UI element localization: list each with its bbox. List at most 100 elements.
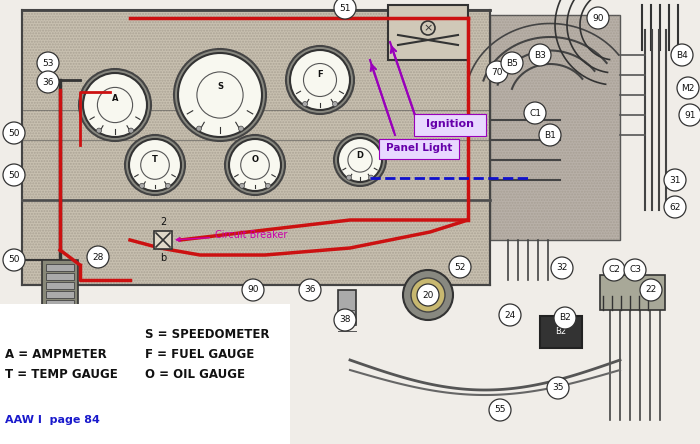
Circle shape (640, 279, 662, 301)
Text: 50: 50 (8, 255, 20, 265)
Text: A = AMPMETER: A = AMPMETER (5, 349, 106, 361)
Bar (600, 275, 665, 310)
Circle shape (603, 259, 625, 281)
Circle shape (671, 44, 693, 66)
Text: B3: B3 (534, 51, 546, 59)
Circle shape (83, 73, 147, 137)
Text: ×: × (424, 23, 433, 33)
Text: 2: 2 (160, 217, 166, 227)
Text: 62: 62 (669, 202, 680, 211)
Text: F: F (317, 70, 323, 79)
Text: C1: C1 (529, 108, 541, 118)
Bar (46, 273, 74, 280)
Text: T: T (152, 155, 158, 164)
Circle shape (37, 52, 59, 74)
Text: 51: 51 (340, 4, 351, 12)
Text: B2: B2 (559, 313, 571, 322)
Circle shape (539, 124, 561, 146)
Circle shape (229, 139, 281, 191)
Circle shape (174, 49, 266, 141)
Bar (46, 282, 74, 289)
FancyBboxPatch shape (379, 139, 459, 159)
Circle shape (129, 139, 181, 191)
Circle shape (547, 377, 569, 399)
Text: 52: 52 (454, 262, 466, 271)
Circle shape (529, 44, 551, 66)
Text: 70: 70 (491, 67, 503, 76)
Circle shape (334, 134, 386, 186)
Bar (42, 260, 78, 315)
Text: 50: 50 (8, 128, 20, 138)
Circle shape (664, 196, 686, 218)
Text: O = OIL GAUGE: O = OIL GAUGE (145, 369, 245, 381)
Text: 50: 50 (8, 170, 20, 179)
Bar (0, 304, 290, 444)
Circle shape (501, 52, 523, 74)
Text: 36: 36 (304, 285, 316, 294)
Circle shape (286, 46, 354, 114)
Circle shape (421, 21, 435, 35)
Text: b: b (160, 253, 166, 263)
Circle shape (677, 77, 699, 99)
Text: 35: 35 (552, 384, 564, 392)
Circle shape (37, 71, 59, 93)
Polygon shape (490, 15, 620, 240)
Bar (338, 290, 356, 325)
Text: Ignition: Ignition (426, 119, 474, 129)
Circle shape (551, 257, 573, 279)
Circle shape (524, 102, 546, 124)
Text: 28: 28 (92, 253, 104, 262)
Circle shape (125, 135, 185, 195)
Circle shape (87, 246, 109, 268)
Text: B1: B1 (544, 131, 556, 139)
Text: 90: 90 (247, 285, 259, 294)
Bar (154, 231, 172, 249)
Circle shape (3, 249, 25, 271)
Text: D: D (356, 151, 363, 160)
Circle shape (664, 169, 686, 191)
Text: Circuit Breaker: Circuit Breaker (176, 230, 288, 242)
Circle shape (225, 135, 285, 195)
Text: 20: 20 (422, 290, 434, 300)
Text: B2: B2 (555, 328, 566, 337)
Bar (540, 316, 582, 348)
Text: 24: 24 (505, 310, 516, 320)
Circle shape (79, 69, 151, 141)
Text: T = TEMP GAUGE: T = TEMP GAUGE (5, 369, 118, 381)
Bar (46, 264, 74, 271)
Circle shape (197, 126, 202, 131)
Circle shape (139, 183, 144, 188)
Text: Panel Light: Panel Light (386, 143, 452, 153)
Circle shape (165, 183, 171, 188)
Circle shape (239, 183, 244, 188)
Circle shape (332, 102, 337, 107)
Text: 90: 90 (592, 13, 603, 23)
Text: B4: B4 (676, 51, 688, 59)
Circle shape (97, 128, 102, 133)
Circle shape (290, 50, 350, 110)
Text: 53: 53 (42, 59, 54, 67)
FancyBboxPatch shape (414, 114, 486, 136)
Circle shape (334, 309, 356, 331)
Circle shape (411, 278, 445, 312)
Circle shape (265, 183, 270, 188)
Circle shape (417, 284, 439, 306)
Bar (388, 5, 468, 60)
Text: 31: 31 (669, 175, 680, 185)
Circle shape (346, 175, 351, 180)
Circle shape (587, 7, 609, 29)
Circle shape (242, 279, 264, 301)
Circle shape (489, 399, 511, 421)
Text: B5: B5 (506, 59, 518, 67)
Text: F = FUEL GAUGE: F = FUEL GAUGE (145, 349, 254, 361)
Circle shape (129, 128, 134, 133)
Text: 38: 38 (340, 316, 351, 325)
Circle shape (302, 102, 307, 107)
Text: S = SPEEDOMETER: S = SPEEDOMETER (145, 329, 270, 341)
Text: 91: 91 (685, 111, 696, 119)
Text: 32: 32 (556, 263, 568, 273)
Circle shape (403, 270, 453, 320)
Circle shape (486, 61, 508, 83)
Circle shape (178, 53, 262, 137)
Text: 22: 22 (645, 285, 657, 294)
